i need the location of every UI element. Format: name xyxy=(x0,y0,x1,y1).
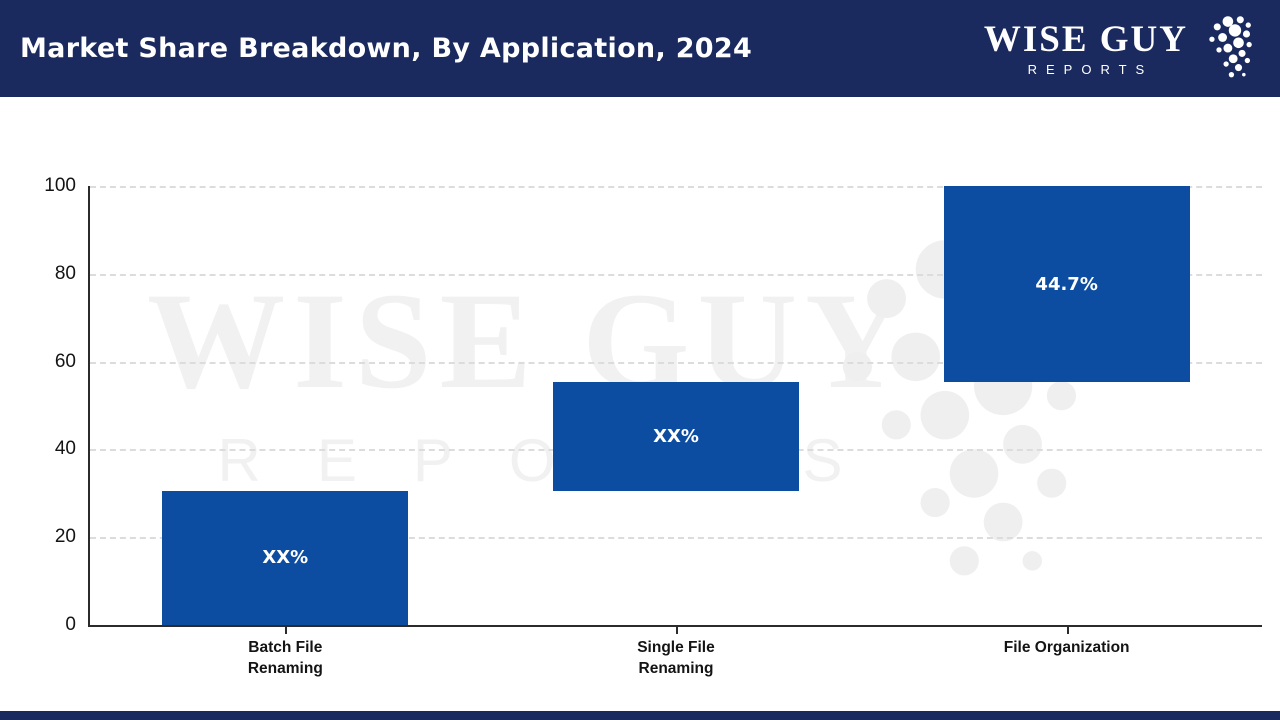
gridline xyxy=(90,186,1262,188)
gridline xyxy=(90,361,1262,364)
x-axis-tick xyxy=(1066,627,1069,634)
header: Market Share Breakdown, By Application, … xyxy=(0,0,1280,97)
chart-bar: XX% xyxy=(162,490,409,625)
brand-logo-text: WISE GUY REPORTS xyxy=(984,21,1188,77)
y-axis-tick-label: 0 xyxy=(65,614,76,635)
gridline xyxy=(90,537,1262,540)
page-title: Market Share Breakdown, By Application, … xyxy=(20,33,753,64)
chart-bar: XX% xyxy=(552,382,800,491)
x-axis-tick xyxy=(285,627,288,634)
x-axis-category-label: Batch File Renaming xyxy=(247,639,323,677)
x-axis-category-label: File Organization xyxy=(1003,639,1130,656)
x-axis-category-label: Single File Renaming xyxy=(637,639,715,677)
footer-bar xyxy=(0,711,1280,720)
gridline xyxy=(90,273,1262,276)
y-axis-tick-label: 100 xyxy=(44,175,76,196)
y-axis-tick-label: 40 xyxy=(54,438,76,460)
plot-area: 0 20 40 60 80 100 XX% Batch File Renaming XX% Sin… xyxy=(44,175,1262,677)
bar-value-label: XX% xyxy=(262,547,309,569)
y-axis-tick-label: 20 xyxy=(54,526,76,548)
y-axis-tick-label: 60 xyxy=(54,350,76,372)
chart-bar: 44.7% xyxy=(943,186,1190,383)
brand-logo-subname: REPORTS xyxy=(1027,61,1154,77)
brand-logo-name: WISE GUY xyxy=(983,18,1188,60)
bar-value-label: XX% xyxy=(653,425,699,447)
x-axis-tick xyxy=(676,627,678,634)
y-axis-tick-label: 80 xyxy=(54,262,76,284)
brand-head-dots-icon xyxy=(1209,15,1252,77)
brand-logo: WISE GUY REPORTS xyxy=(984,12,1258,86)
bar-value-label: 44.7% xyxy=(1035,273,1098,295)
